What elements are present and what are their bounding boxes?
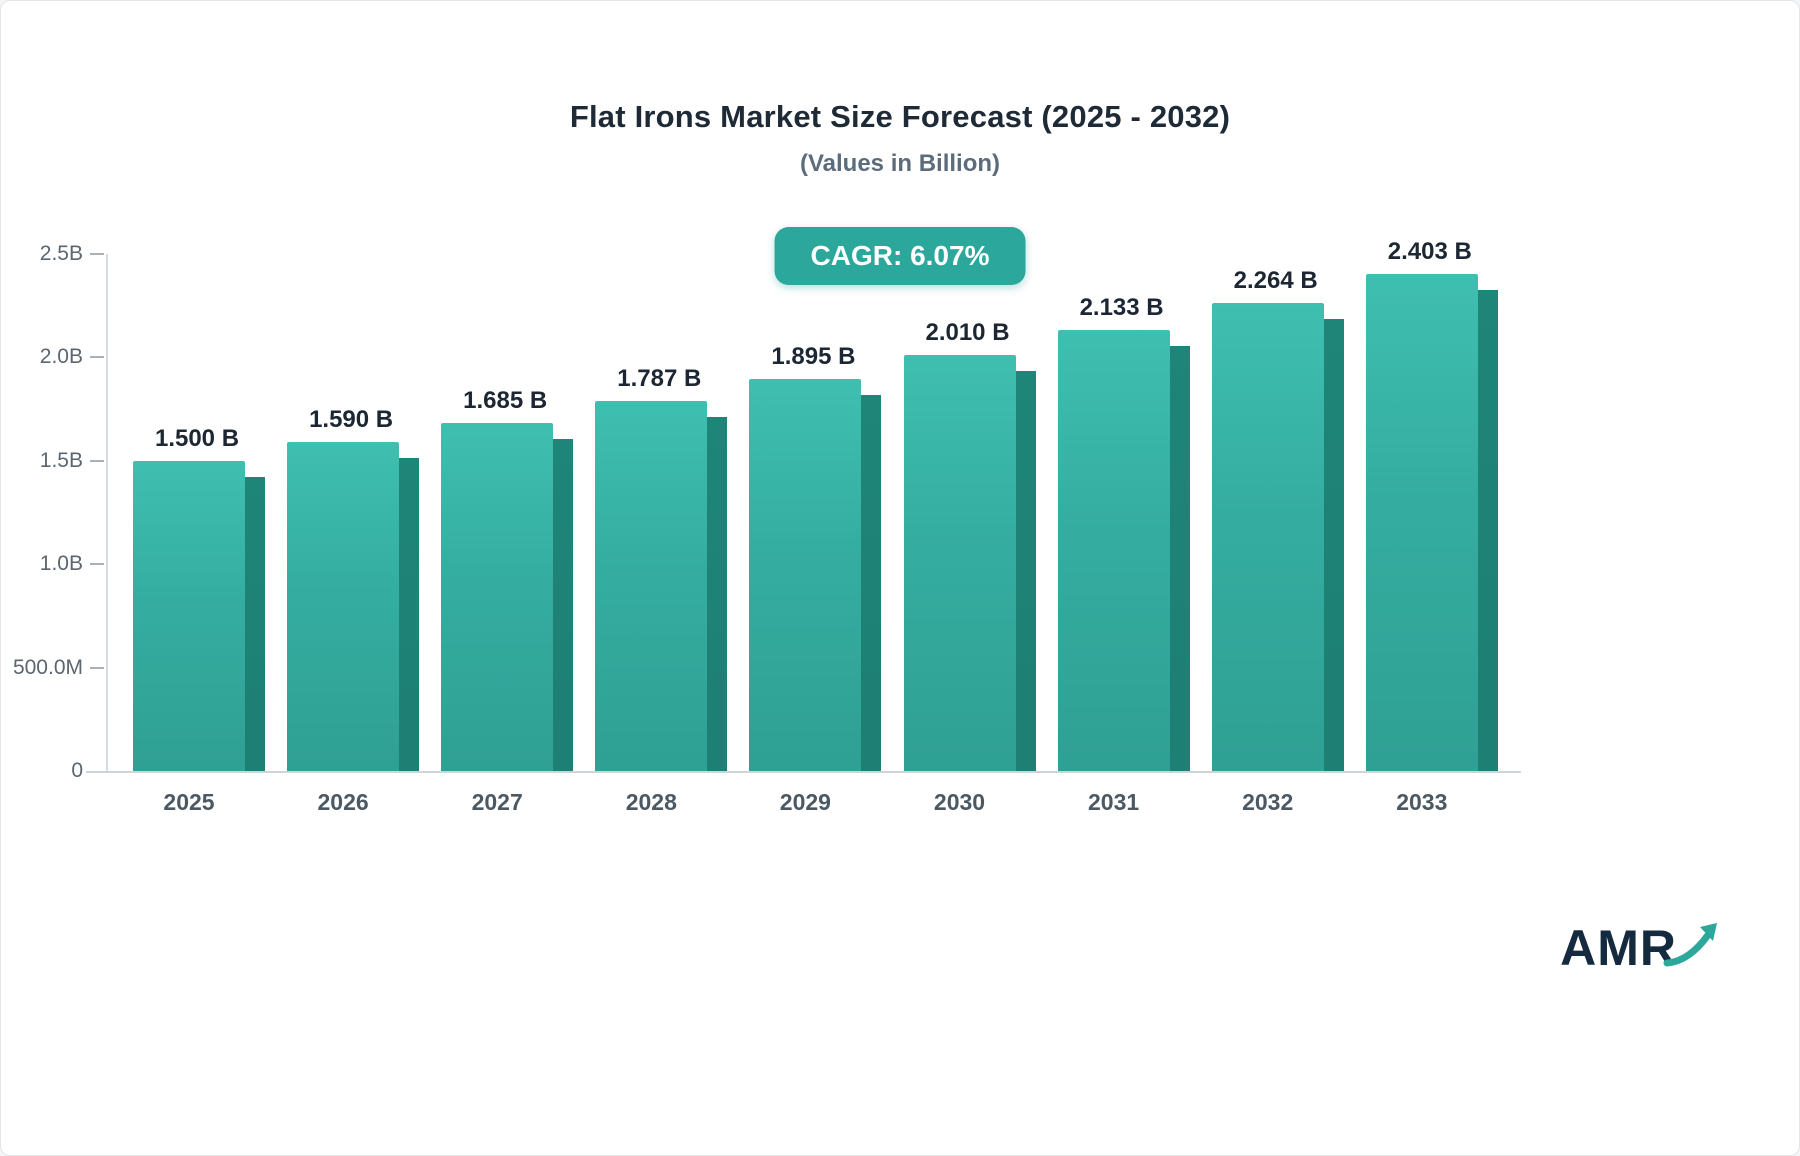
chart-title: Flat Irons Market Size Forecast (2025 - … (569, 99, 1231, 134)
x-axis-category-label: 2030 (933, 789, 986, 815)
bar-3d-side (1015, 371, 1036, 771)
y-axis-tick-mark (90, 356, 104, 359)
brand-logo: AMR (1560, 919, 1721, 977)
bar (1057, 329, 1170, 771)
cagr-badge: CAGR: 6.07% (774, 227, 1026, 285)
bar-value-label: 2.010 B (925, 319, 1010, 347)
x-axis-category-label: 2031 (1088, 789, 1140, 815)
bar-value-label: 2.133 B (1079, 293, 1164, 321)
brand-logo-text: AMR (1560, 920, 1677, 976)
bar-value-label: 1.787 B (617, 365, 702, 393)
y-axis-tick-label: 1.5B (39, 448, 83, 472)
bar (1365, 274, 1478, 771)
y-axis-tick-mark (90, 253, 104, 255)
y-axis-tick-label: 2.0B (39, 345, 83, 369)
bar-value-label: 1.895 B (771, 343, 856, 371)
x-axis-category-label: 2027 (471, 789, 523, 815)
bar (133, 460, 245, 771)
x-axis-line (86, 771, 1521, 773)
bar (287, 442, 400, 771)
bar-3d-side (553, 438, 574, 771)
bar-3d-side (1169, 345, 1190, 771)
bar-value-label: 1.590 B (309, 406, 394, 434)
bar (1211, 302, 1324, 771)
x-axis-category-label: 2033 (1396, 789, 1448, 815)
bar-value-label: 2.264 B (1233, 266, 1318, 294)
bar-3d-side (1477, 290, 1498, 771)
x-axis-category-label: 2025 (163, 789, 215, 815)
y-axis-tick-label: 0 (71, 759, 83, 782)
bar-3d-side (861, 395, 882, 771)
x-axis-category-label: 2028 (625, 789, 677, 815)
x-axis-category-label: 2032 (1242, 789, 1294, 815)
bar-3d-side (245, 476, 265, 771)
y-axis-tick-label: 2.5B (39, 242, 83, 265)
bar (749, 379, 862, 771)
bar-3d-side (707, 417, 728, 771)
trend-up-arrow-icon (1663, 923, 1717, 967)
bar (441, 422, 554, 771)
y-axis-tick-label: 500.0M (12, 655, 83, 679)
y-axis-line (106, 254, 108, 771)
bar (903, 355, 1016, 771)
x-axis-category-label: 2029 (779, 789, 831, 815)
y-axis-tick-mark (90, 666, 104, 669)
chart-subtitle: (Values in Billion) (799, 150, 1001, 177)
bar-3d-side (399, 458, 420, 771)
y-axis-tick-mark (90, 459, 104, 462)
bar-3d-side (1323, 318, 1344, 771)
y-axis-tick-mark (90, 563, 104, 566)
bar-value-label: 1.500 B (154, 424, 240, 452)
bar (595, 401, 708, 771)
x-axis-category-label: 2026 (317, 789, 369, 815)
bar-value-label: 2.403 B (1387, 238, 1472, 266)
bar-value-label: 1.685 B (463, 386, 548, 414)
y-axis-tick-label: 1.0B (39, 552, 83, 576)
